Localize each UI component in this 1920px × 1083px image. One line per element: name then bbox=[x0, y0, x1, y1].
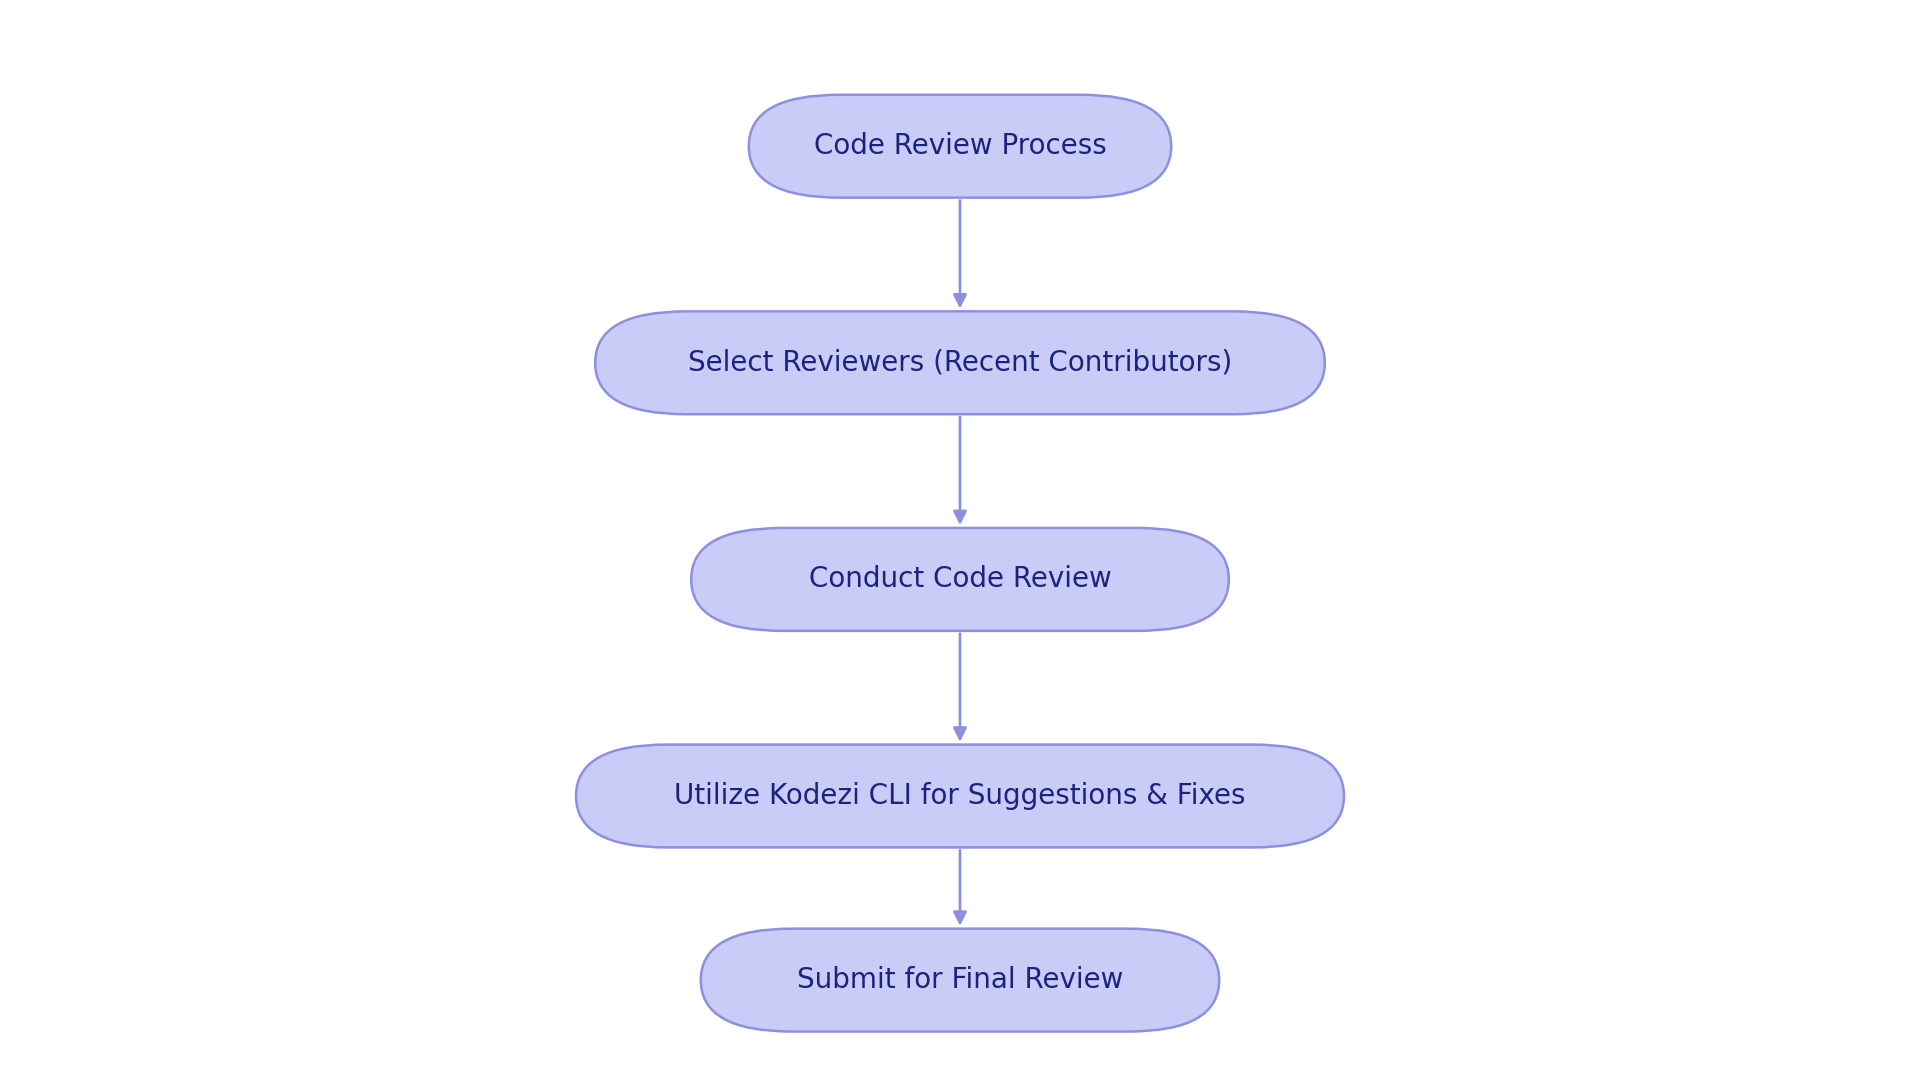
FancyBboxPatch shape bbox=[576, 745, 1344, 847]
FancyBboxPatch shape bbox=[749, 95, 1171, 198]
Text: Utilize Kodezi CLI for Suggestions & Fixes: Utilize Kodezi CLI for Suggestions & Fix… bbox=[674, 782, 1246, 810]
FancyBboxPatch shape bbox=[691, 529, 1229, 630]
FancyBboxPatch shape bbox=[595, 312, 1325, 414]
Text: Code Review Process: Code Review Process bbox=[814, 132, 1106, 160]
FancyBboxPatch shape bbox=[701, 928, 1219, 1031]
Text: Submit for Final Review: Submit for Final Review bbox=[797, 966, 1123, 994]
Text: Conduct Code Review: Conduct Code Review bbox=[808, 565, 1112, 593]
Text: Select Reviewers (Recent Contributors): Select Reviewers (Recent Contributors) bbox=[687, 349, 1233, 377]
